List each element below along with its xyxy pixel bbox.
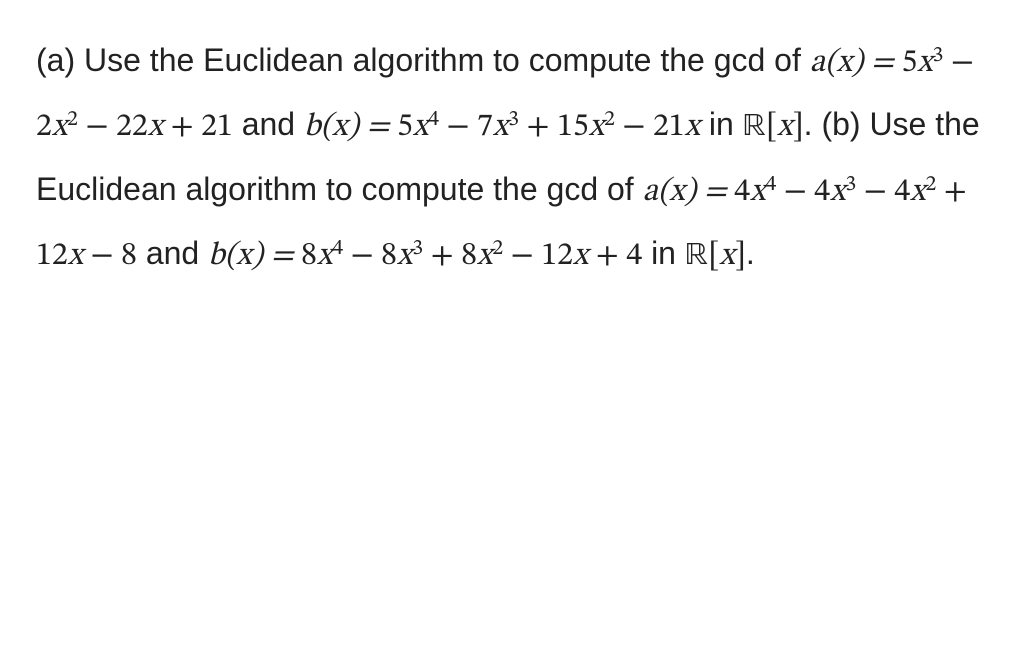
- and-1: and: [233, 106, 304, 142]
- period-2: .: [746, 235, 755, 271]
- period-1: .: [804, 106, 822, 142]
- ring-1: ℝ[x]: [743, 111, 804, 143]
- in-text-2: in: [642, 235, 685, 271]
- b-of-x-lhs: b(x) =: [304, 111, 397, 143]
- b2-of-x-lhs: b(x) =: [208, 240, 301, 272]
- in-text-1: in: [700, 106, 743, 142]
- part-a-label: (a): [36, 42, 84, 78]
- a-of-x-lhs: a(x) =: [810, 47, 902, 79]
- ring-2: ℝ[x]: [685, 240, 746, 272]
- problem-statement: (a) Use the Euclidean algorithm to compu…: [0, 0, 1024, 318]
- b2-of-x-rhs: 8x4 − 8x3 + 8x2 − 12x + 4: [301, 240, 642, 272]
- part-b-label: (b): [821, 106, 869, 142]
- part-a-prompt: Use the Euclidean algorithm to compute t…: [84, 42, 810, 78]
- a2-of-x-lhs: a(x) =: [643, 176, 735, 208]
- b-of-x-rhs: 5x4 − 7x3 + 15x2 − 21x: [397, 111, 700, 143]
- and-2: and: [137, 235, 208, 271]
- full-text: (a) Use the Euclidean algorithm to compu…: [36, 30, 988, 288]
